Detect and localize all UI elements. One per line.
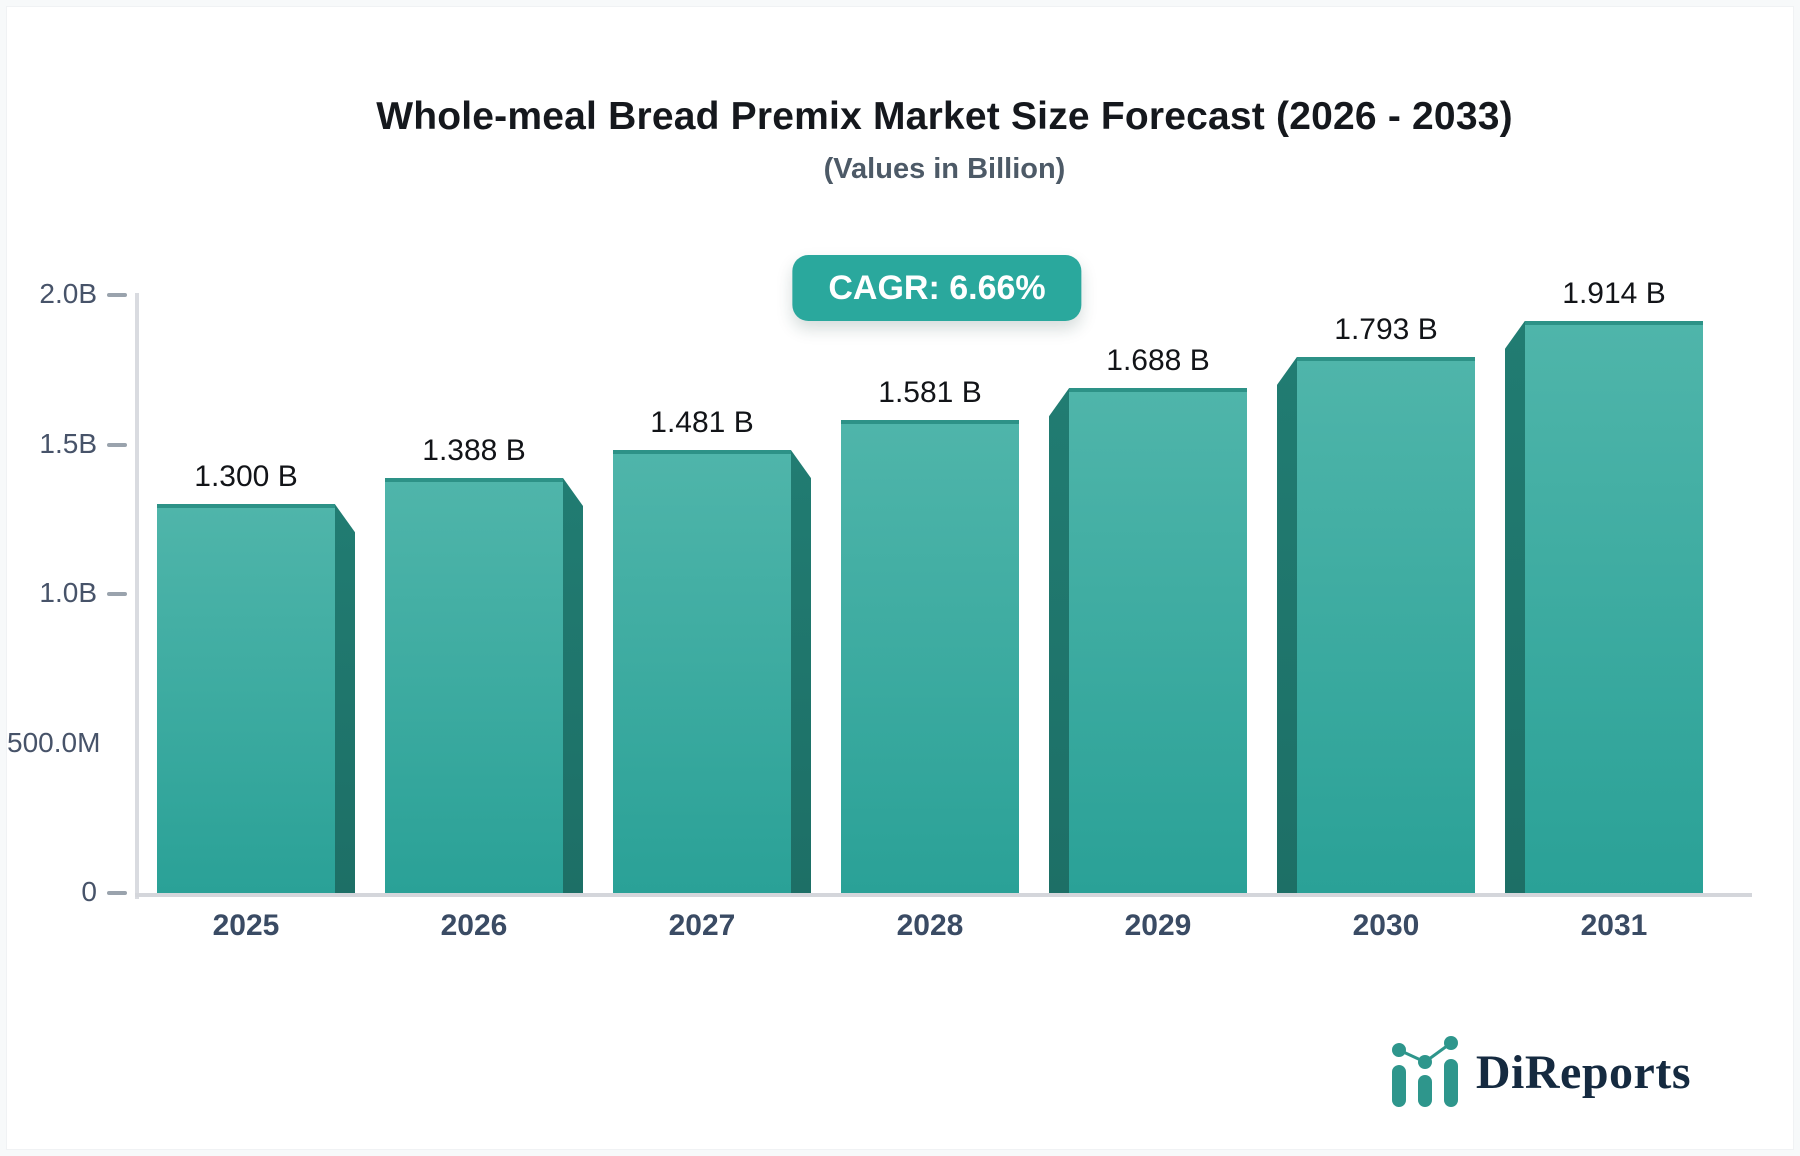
x-axis-label: 2031 — [1580, 909, 1648, 942]
bar-side-shadow — [563, 477, 583, 893]
x-axis-label: 2027 — [668, 909, 736, 942]
bar-value-label: 1.793 B — [1334, 312, 1438, 346]
bar-value-label: 1.581 B — [878, 376, 982, 410]
x-axis-label: 2030 — [1352, 909, 1420, 942]
y-axis-label: 2.0B — [39, 278, 97, 309]
x-axis-label: 2028 — [896, 909, 964, 942]
x-axis-line — [135, 893, 1752, 897]
bar-2029 — [1069, 388, 1247, 893]
bar-2027 — [613, 450, 791, 893]
y-axis-tick — [107, 592, 127, 596]
logo-chart-icon — [1388, 1035, 1464, 1109]
y-axis-label: 1.5B — [39, 427, 97, 459]
y-axis-tick — [107, 442, 127, 447]
bar-value-label: 1.914 B — [1562, 276, 1666, 310]
y-axis-label: 500.0M — [7, 726, 101, 758]
bar-value-label: 1.388 B — [422, 433, 526, 467]
bar-value-label: 1.688 B — [1106, 344, 1210, 378]
cagr-badge: CAGR: 6.66% — [792, 255, 1082, 321]
bar-2026 — [385, 477, 563, 893]
plot-area: 2.0B 1.5B 1.0B 500.0M 0 1.300 B 2025 1.388 B 202… — [7, 7, 1793, 1149]
logo-text: DiReports — [1475, 1045, 1691, 1099]
bar-value-label: 1.481 B — [650, 406, 754, 440]
x-axis-label: 2026 — [440, 909, 508, 942]
bar-2030 — [1297, 356, 1475, 893]
bar-2025 — [157, 504, 335, 893]
bar-side-shadow — [1277, 356, 1297, 893]
bar-side-shadow — [791, 450, 811, 893]
y-axis-tick — [107, 891, 127, 895]
y-axis-label: 1.0B — [39, 577, 97, 608]
y-axis-line — [135, 293, 139, 899]
x-axis-label: 2029 — [1124, 909, 1192, 942]
y-axis-tick — [107, 293, 127, 297]
x-axis-label: 2025 — [212, 909, 280, 942]
direports-logo: DiReports — [1388, 1035, 1691, 1109]
bar-value-label: 1.300 B — [194, 460, 298, 494]
y-axis-label: 0 — [81, 876, 97, 907]
bar-2031 — [1525, 320, 1703, 893]
bar-side-shadow — [335, 504, 355, 893]
bar-2028 — [841, 420, 1019, 893]
chart-title: Whole-meal Bread Premix Market Size Fore… — [376, 95, 1513, 138]
chart-card: Whole-meal Bread Premix Market Size Fore… — [6, 6, 1794, 1150]
bar-side-shadow — [1049, 388, 1069, 893]
bar-side-shadow — [1505, 320, 1525, 893]
chart-subtitle: (Values in Billion) — [823, 153, 1066, 185]
